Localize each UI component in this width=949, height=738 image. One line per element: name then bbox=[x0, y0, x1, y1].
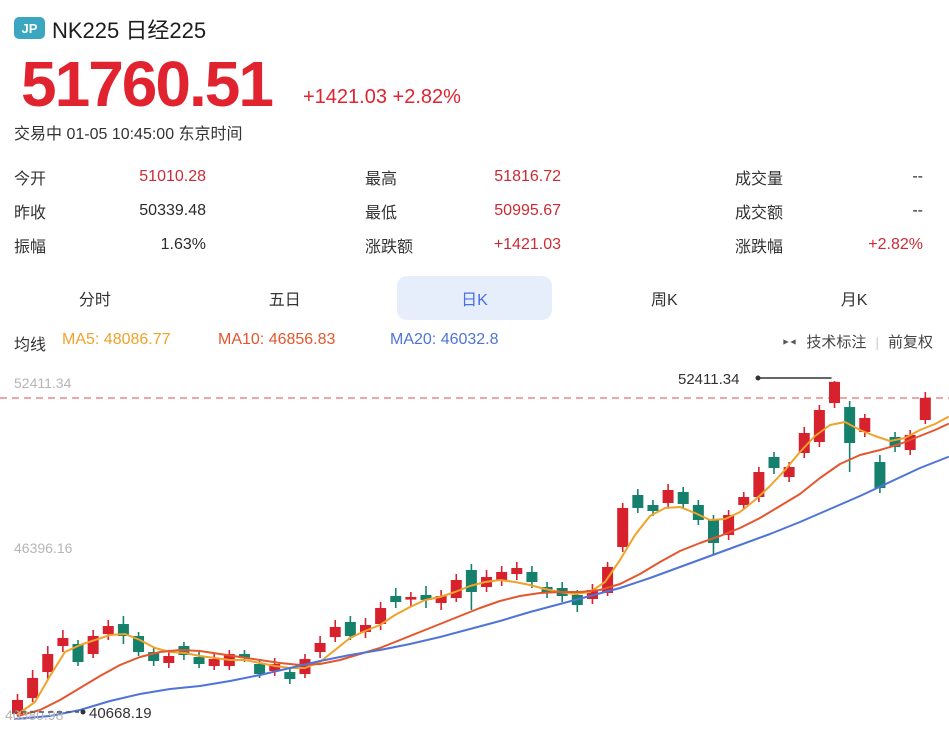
svg-text:52411.34: 52411.34 bbox=[678, 371, 739, 388]
stats-column-3: 成交量 -- 成交额 -- 涨跌幅 +2.82% bbox=[735, 160, 923, 262]
trading-status: 交易中 01-05 10:45:00 东京时间 bbox=[14, 126, 243, 143]
stat-row: 最低 50995.67 bbox=[365, 202, 561, 222]
instrument-title: NK225 日经225 bbox=[52, 18, 207, 43]
stat-row: 今开 51010.28 bbox=[14, 168, 206, 188]
tab-five-day[interactable]: 五日 bbox=[268, 292, 301, 309]
stats-column-2: 最高 51816.72 最低 50995.67 涨跌额 +1421.03 bbox=[365, 160, 561, 262]
technical-annotation-icon bbox=[782, 335, 797, 349]
ma20-value: MA20: 46032.8 bbox=[390, 331, 499, 348]
adjust-mode-button[interactable]: 前复权 bbox=[887, 334, 933, 351]
svg-text:40380.98: 40380.98 bbox=[5, 707, 64, 723]
svg-text:40668.19: 40668.19 bbox=[89, 705, 152, 722]
market-badge: JP bbox=[14, 17, 45, 39]
tab-weekly-k[interactable]: 周K bbox=[650, 292, 678, 309]
stat-row: 成交额 -- bbox=[735, 202, 923, 222]
ma-legend-prefix: 均线 bbox=[14, 337, 47, 354]
stat-row: 最高 51816.72 bbox=[365, 168, 561, 188]
chart-tools: 技术标注 | 前复权 bbox=[782, 331, 933, 352]
period-tabs: 分时 五日 日K 周K 月K bbox=[0, 276, 949, 320]
ma5-value: MA5: 48086.77 bbox=[62, 331, 171, 348]
tab-monthly-k[interactable]: 月K bbox=[840, 292, 868, 309]
technical-annotation-button[interactable]: 技术标注 bbox=[806, 334, 867, 351]
stats-column-1: 今开 51010.28 昨收 50339.48 振幅 1.63% bbox=[14, 160, 206, 262]
svg-text:46396.16: 46396.16 bbox=[14, 540, 73, 556]
tab-minute[interactable]: 分时 bbox=[78, 292, 111, 309]
price-change: +1421.03 +2.82% bbox=[303, 86, 461, 108]
ma10-value: MA10: 46856.83 bbox=[218, 331, 336, 348]
stat-row: 成交量 -- bbox=[735, 168, 923, 188]
divider: | bbox=[875, 333, 879, 350]
stat-row: 振幅 1.63% bbox=[14, 236, 206, 256]
svg-text:52411.34: 52411.34 bbox=[14, 375, 72, 391]
tab-daily-k[interactable]: 日K bbox=[380, 276, 570, 320]
stat-row: 昨收 50339.48 bbox=[14, 202, 206, 222]
last-price: 51760.51 bbox=[21, 48, 274, 120]
stat-row: 涨跌幅 +2.82% bbox=[735, 236, 923, 256]
stat-row: 涨跌额 +1421.03 bbox=[365, 236, 561, 256]
